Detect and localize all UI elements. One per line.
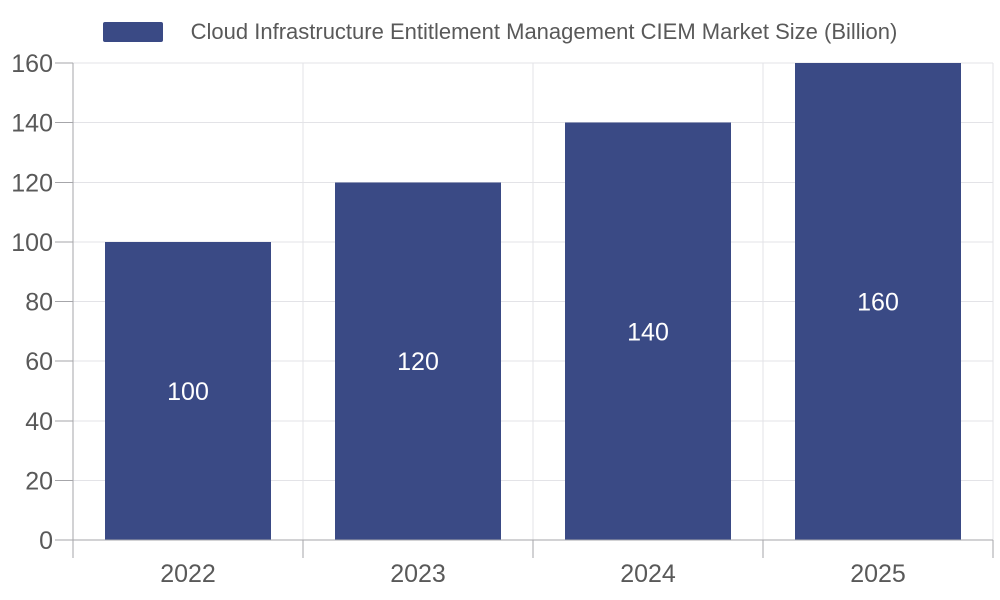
y-tick-label-60: 60	[25, 348, 53, 376]
bar-2025	[795, 63, 961, 540]
y-tick-label-0: 0	[39, 527, 53, 555]
legend-label: Cloud Infrastructure Entitlement Managem…	[190, 19, 898, 44]
legend-swatch	[102, 22, 163, 42]
y-tick-label-20: 20	[25, 467, 53, 495]
y-tick-label-160: 160	[11, 50, 53, 78]
y-tick-label-40: 40	[25, 408, 53, 436]
x-tick-label-2025: 2025	[850, 560, 906, 588]
bar-value-label-2022: 100	[167, 378, 209, 406]
bar-2024	[565, 122, 731, 540]
bar-2023	[335, 182, 501, 540]
y-tick-label-140: 140	[11, 110, 53, 138]
chart-legend[interactable]: Cloud Infrastructure Entitlement Managem…	[0, 18, 1000, 46]
x-tick-label-2024: 2024	[620, 560, 676, 588]
x-tick-label-2022: 2022	[160, 560, 216, 588]
y-tick-label-80: 80	[25, 289, 53, 317]
bar-value-label-2025: 160	[857, 289, 899, 317]
x-tick-label-2023: 2023	[390, 560, 446, 588]
y-tick-label-120: 120	[11, 169, 53, 197]
y-tick-label-100: 100	[11, 229, 53, 257]
bar-value-label-2024: 140	[627, 318, 669, 346]
bar-value-label-2023: 120	[397, 348, 439, 376]
bar-2022	[105, 241, 271, 540]
